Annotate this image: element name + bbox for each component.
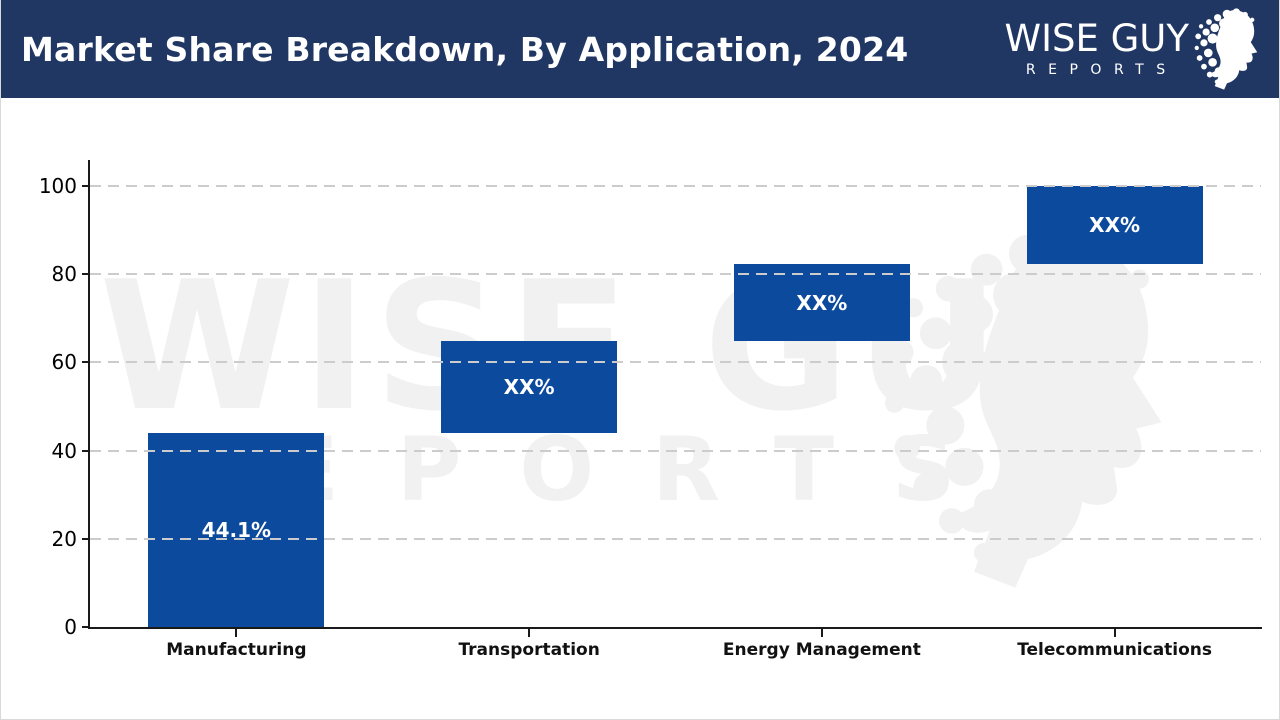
bar-value-label: 44.1% bbox=[201, 517, 272, 542]
brand-subtitle: REPORTS bbox=[1025, 62, 1178, 78]
y-tick-mark-0 bbox=[82, 626, 90, 628]
y-axis-tick-label: 20 bbox=[51, 526, 77, 551]
gridline-20 bbox=[90, 537, 1261, 540]
y-tick-mark-20 bbox=[82, 537, 90, 540]
y-axis-tick-label: 60 bbox=[51, 350, 77, 375]
y-tick-mark-80 bbox=[82, 273, 90, 276]
bar-value-label: XX% bbox=[503, 374, 555, 399]
x-tick-mark-4 bbox=[1113, 629, 1116, 637]
y-axis-tick-label: 80 bbox=[51, 262, 77, 287]
brand-logo-text: WISE GUY REPORTS bbox=[1005, 20, 1189, 78]
bar-segment-transportation bbox=[441, 340, 618, 433]
gridline-60 bbox=[90, 361, 1261, 364]
bar-segment-energy-management bbox=[733, 264, 910, 341]
y-tick-mark-60 bbox=[82, 361, 90, 364]
header-bar: Market Share Breakdown, By Application, … bbox=[1, 0, 1279, 98]
y-axis-tick-label: 0 bbox=[64, 615, 77, 639]
y-tick-mark-40 bbox=[82, 449, 90, 452]
bar-value-label: XX% bbox=[1089, 213, 1141, 238]
bar-segment-manufacturing bbox=[148, 432, 325, 627]
y-axis-tick-label: 100 bbox=[38, 174, 77, 198]
x-axis-label-telecommunications: Telecommunications bbox=[1017, 640, 1213, 660]
x-axis-label-transportation: Transportation bbox=[458, 640, 600, 660]
gridline-100 bbox=[90, 185, 1261, 187]
x-axis-label-manufacturing: Manufacturing bbox=[166, 640, 307, 660]
x-axis-label-energy-management: Energy Management bbox=[722, 640, 921, 660]
x-tick-mark-3 bbox=[820, 629, 823, 637]
bar-segment-telecommunications bbox=[1026, 186, 1203, 265]
y-axis-line bbox=[88, 160, 90, 629]
x-tick-mark-2 bbox=[528, 629, 531, 637]
gridline-40 bbox=[90, 449, 1261, 452]
gridline-80 bbox=[90, 273, 1261, 276]
x-axis-line bbox=[88, 627, 1262, 629]
chart-title: Market Share Breakdown, By Application, … bbox=[21, 29, 909, 69]
brand-name: WISE GUY bbox=[1004, 17, 1189, 60]
brand-logo: WISE GUY REPORTS bbox=[1005, 7, 1263, 91]
y-axis-tick-label: 40 bbox=[51, 438, 77, 463]
bar-value-label: XX% bbox=[796, 290, 848, 315]
brand-face-icon bbox=[1194, 8, 1258, 90]
y-tick-mark-100 bbox=[82, 185, 90, 187]
x-tick-mark-1 bbox=[235, 629, 238, 637]
